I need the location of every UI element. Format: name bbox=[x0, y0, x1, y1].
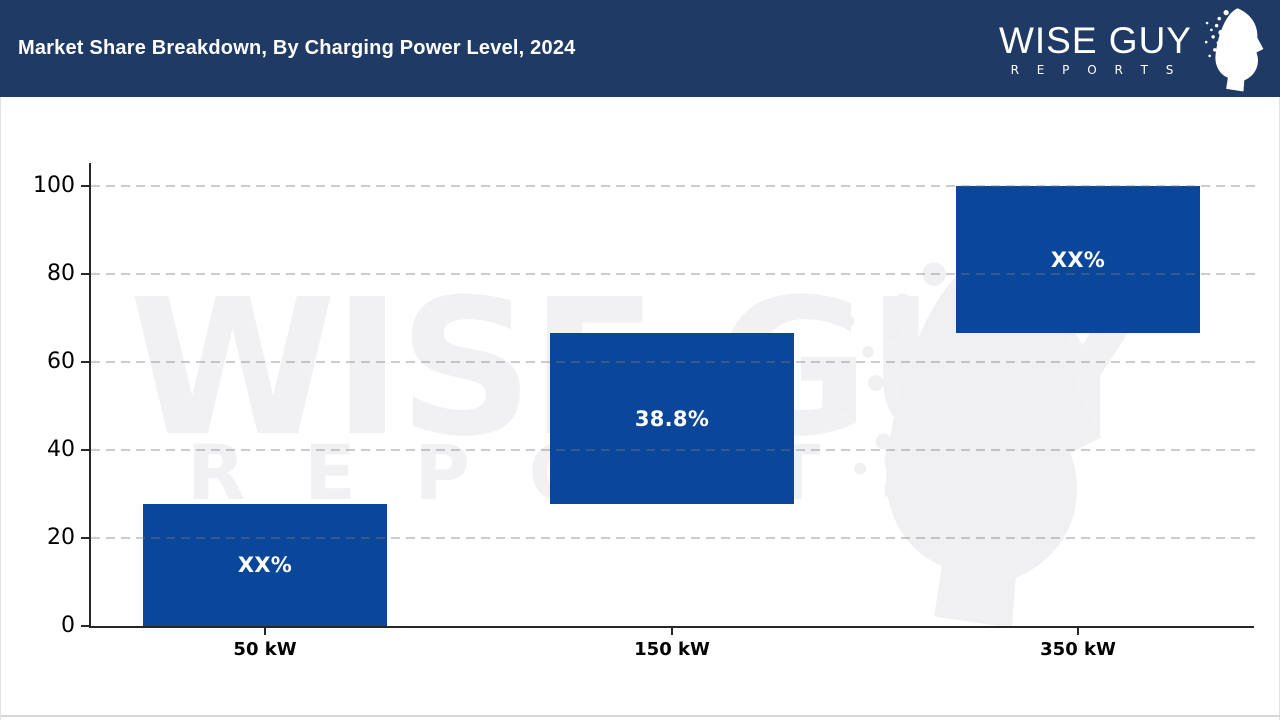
y-tick-label-0: 0 bbox=[61, 613, 75, 638]
logo-wordmark: WISE GUY bbox=[998, 19, 1192, 61]
page-title: Market Share Breakdown, By Charging Powe… bbox=[18, 37, 576, 59]
page-bottom-rule bbox=[1, 715, 1280, 717]
x-tick-label-1: 50 kW bbox=[233, 639, 297, 660]
gridline-60 bbox=[91, 361, 1257, 363]
logo-face-icon bbox=[1204, 7, 1264, 91]
gridline-100 bbox=[91, 185, 1257, 187]
logo-subtext: R E P O R T S bbox=[1010, 62, 1181, 77]
x-tick-mark-1 bbox=[264, 628, 266, 635]
y-tick-label-60: 60 bbox=[47, 349, 75, 374]
x-tick-label-2: 150 kW bbox=[634, 639, 710, 660]
logo: WISE GUY R E P O R T S bbox=[999, 5, 1266, 93]
y-tick-mark-0 bbox=[81, 625, 89, 627]
y-axis-line bbox=[89, 163, 91, 628]
gridline-20 bbox=[91, 537, 1257, 539]
y-tick-label-20: 20 bbox=[47, 525, 75, 550]
bar-350-kw: XX% bbox=[956, 186, 1200, 334]
y-tick-mark-80 bbox=[81, 273, 89, 275]
y-tick-label-100: 100 bbox=[33, 173, 75, 198]
y-tick-label-40: 40 bbox=[47, 437, 75, 462]
y-tick-mark-40 bbox=[81, 449, 89, 451]
y-tick-mark-60 bbox=[81, 361, 89, 363]
x-tick-mark-3 bbox=[1077, 628, 1079, 635]
bar-value-label: 38.8% bbox=[634, 406, 710, 431]
bar-value-label: XX% bbox=[1050, 247, 1106, 272]
x-tick-mark-2 bbox=[671, 628, 673, 635]
y-tick-label-80: 80 bbox=[47, 261, 75, 286]
y-tick-mark-100 bbox=[81, 185, 89, 187]
gridline-40 bbox=[91, 449, 1257, 451]
bar-50-kw: XX% bbox=[143, 504, 387, 626]
logo-text: WISE GUY R E P O R T S bbox=[999, 22, 1192, 76]
gridline-80 bbox=[91, 273, 1257, 275]
header-bar: Market Share Breakdown, By Charging Powe… bbox=[0, 0, 1280, 97]
y-tick-mark-20 bbox=[81, 537, 89, 539]
x-tick-label-3: 350 kW bbox=[1040, 639, 1116, 660]
x-axis-line bbox=[89, 626, 1254, 628]
bar-150-kw: 38.8% bbox=[550, 333, 794, 505]
bar-value-label: XX% bbox=[237, 553, 293, 578]
